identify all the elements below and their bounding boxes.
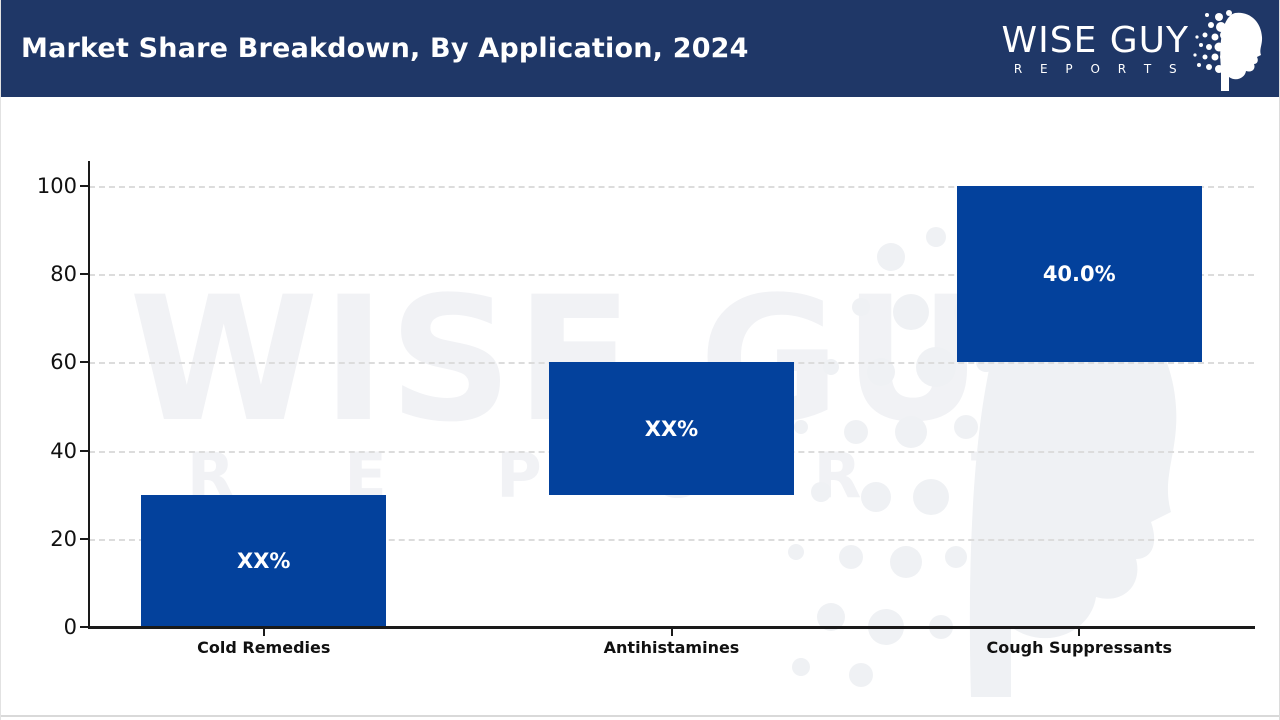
gridline (89, 274, 1254, 277)
bar-value-label: XX% (644, 416, 699, 441)
y-tick-label: 0 (63, 615, 77, 639)
y-tick-label: 40 (50, 438, 77, 463)
chart-area: WISE GUY R E P O R T S XX%XX%40.0% 02040… (1, 97, 1279, 718)
y-axis (88, 161, 90, 627)
y-tick-mark (80, 273, 88, 276)
brand-logo-text: WISE GUY R E P O R T S (1001, 19, 1190, 76)
brand-subname: R E P O R T S (1013, 61, 1184, 76)
x-tick-mark (1078, 629, 1081, 636)
gridline (89, 186, 1254, 188)
x-tick-label: Cough Suppressants (986, 638, 1172, 657)
y-tick-mark (80, 185, 88, 187)
y-tick-mark (80, 626, 88, 628)
brand-logo: WISE GUY R E P O R T S (1002, 7, 1266, 91)
y-tick-label: 20 (50, 526, 77, 551)
y-tick-label: 100 (36, 174, 77, 198)
y-tick-mark (80, 361, 88, 364)
x-axis (88, 626, 1255, 629)
plot-area: XX% XX% 40.0% (89, 186, 1254, 627)
x-tick-label: Cold Remedies (197, 638, 331, 657)
x-tick-label: Antihistamines (603, 638, 740, 657)
y-tick-mark (80, 537, 88, 540)
header: Market Share Breakdown, By Application, … (1, 0, 1279, 97)
y-tick-mark (80, 449, 88, 452)
bar-value-label: XX% (237, 548, 291, 573)
brand-name: WISE GUY (1001, 19, 1189, 61)
y-tick-label: 80 (50, 262, 77, 287)
y-tick-label: 60 (50, 350, 77, 375)
bar-value-label: 40.0% (1042, 262, 1116, 287)
bar-antihistamines: XX% (549, 362, 794, 495)
bar-cold-remedies: XX% (141, 494, 387, 627)
x-tick-mark (670, 629, 673, 636)
brand-head-icon (1193, 9, 1263, 91)
x-tick-mark (262, 629, 265, 636)
bottom-border (1, 715, 1279, 717)
bar-cough-suppressants: 40.0% (956, 186, 1202, 363)
page-title: Market Share Breakdown, By Application, … (21, 33, 749, 64)
gridline (89, 538, 1254, 541)
